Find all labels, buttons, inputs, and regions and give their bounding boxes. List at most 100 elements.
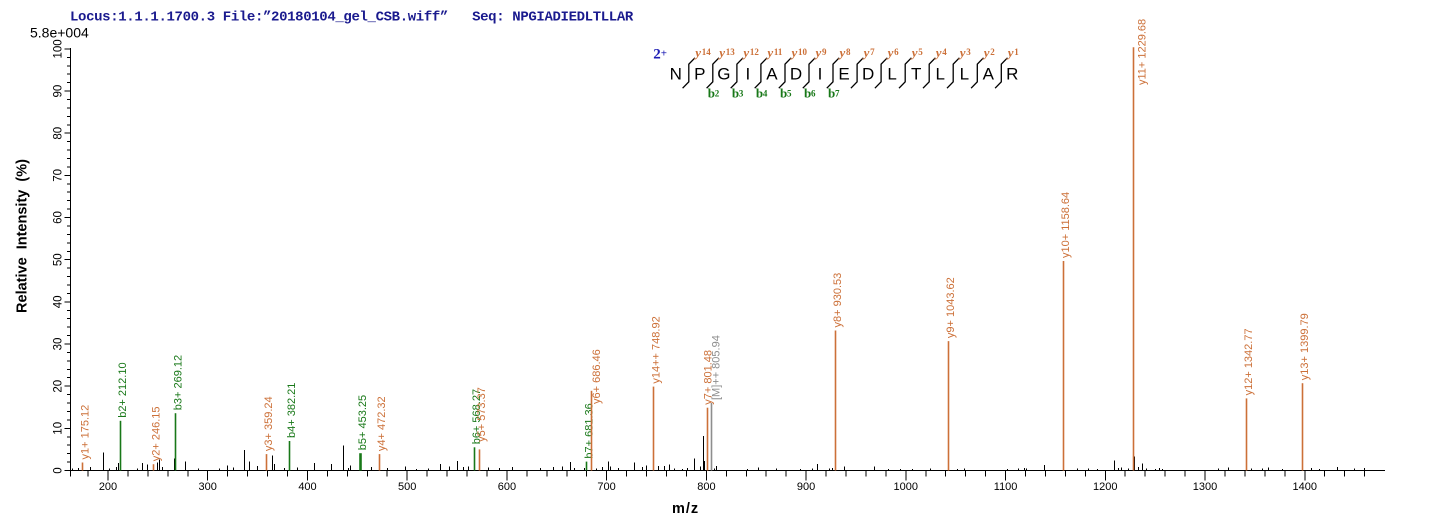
svg-text:4: 4 xyxy=(763,89,768,99)
svg-text:b3+ 269.12: b3+ 269.12 xyxy=(172,355,184,410)
svg-text:3: 3 xyxy=(966,47,971,57)
svg-text:y8+ 930.53: y8+ 930.53 xyxy=(832,273,844,328)
svg-text:5: 5 xyxy=(787,89,792,99)
svg-text:50: 50 xyxy=(53,253,65,266)
svg-text:9: 9 xyxy=(822,47,827,57)
svg-text:b: b xyxy=(732,86,739,101)
svg-text:y: y xyxy=(790,45,798,60)
svg-text:y13+ 1399.79: y13+ 1399.79 xyxy=(1299,313,1311,380)
svg-text:Relative Intensity (%): Relative Intensity (%) xyxy=(15,159,31,313)
svg-text:b2+ 212.10: b2+ 212.10 xyxy=(117,362,129,417)
svg-text:500: 500 xyxy=(398,481,416,493)
svg-text:Locus:1.1.1.1700.3 File:”20180: Locus:1.1.1.1700.3 File:”20180104_gel_CS… xyxy=(70,10,634,26)
svg-text:b4+ 382.21: b4+ 382.21 xyxy=(286,383,298,438)
svg-text:7: 7 xyxy=(870,47,875,57)
svg-text:y7+ 801.48: y7+ 801.48 xyxy=(702,350,714,405)
svg-text:b6+ 568.27: b6+ 568.27 xyxy=(471,389,483,444)
svg-text:D: D xyxy=(862,65,874,84)
svg-text:R: R xyxy=(1006,65,1018,84)
svg-text:600: 600 xyxy=(498,481,516,493)
svg-text:b: b xyxy=(756,86,763,101)
svg-text:y: y xyxy=(958,45,966,60)
svg-text:y: y xyxy=(693,45,701,60)
svg-text:y2+ 246.15: y2+ 246.15 xyxy=(150,406,162,461)
svg-text:D: D xyxy=(790,65,802,84)
svg-text:10: 10 xyxy=(53,422,65,435)
svg-text:y: y xyxy=(1006,45,1014,60)
svg-text:y4+ 472.32: y4+ 472.32 xyxy=(376,396,388,451)
svg-text:y14++ 748.92: y14++ 748.92 xyxy=(650,316,662,383)
svg-text:y10+ 1158.64: y10+ 1158.64 xyxy=(1060,192,1072,258)
svg-text:1: 1 xyxy=(1014,47,1019,57)
svg-text:y: y xyxy=(717,45,725,60)
svg-text:20: 20 xyxy=(53,380,65,393)
svg-text:100: 100 xyxy=(53,39,65,58)
svg-text:10: 10 xyxy=(798,47,808,57)
svg-text:y1+ 175.12: y1+ 175.12 xyxy=(79,405,91,460)
svg-text:1200: 1200 xyxy=(1093,481,1117,493)
svg-text:5: 5 xyxy=(918,47,923,57)
svg-text:40: 40 xyxy=(53,296,65,309)
svg-text:E: E xyxy=(838,65,849,84)
svg-text:1000: 1000 xyxy=(894,481,918,493)
svg-text:y: y xyxy=(934,45,942,60)
svg-text:80: 80 xyxy=(53,127,65,140)
svg-text:400: 400 xyxy=(298,481,316,493)
svg-text:6: 6 xyxy=(894,47,899,57)
svg-text:L: L xyxy=(887,65,896,84)
svg-text:y: y xyxy=(886,45,894,60)
svg-text:b: b xyxy=(708,86,715,101)
svg-text:5.8e+004: 5.8e+004 xyxy=(30,25,89,41)
svg-text:[M]++ 805.94: [M]++ 805.94 xyxy=(710,335,722,400)
svg-text:y: y xyxy=(838,45,846,60)
svg-text:y12+ 1342.77: y12+ 1342.77 xyxy=(1243,328,1255,395)
svg-text:700: 700 xyxy=(597,481,615,493)
svg-text:y6+ 686.46: y6+ 686.46 xyxy=(591,349,603,404)
svg-text:2: 2 xyxy=(653,47,661,63)
svg-text:L: L xyxy=(935,65,944,84)
svg-text:T: T xyxy=(911,65,921,84)
svg-text:b5+ 453.25: b5+ 453.25 xyxy=(357,395,369,450)
svg-text:y11+ 1229.68: y11+ 1229.68 xyxy=(1137,19,1149,85)
svg-text:900: 900 xyxy=(797,481,815,493)
svg-text:800: 800 xyxy=(697,481,715,493)
svg-text:y9+ 1043.62: y9+ 1043.62 xyxy=(945,277,957,338)
svg-text:N: N xyxy=(670,65,682,84)
svg-text:A: A xyxy=(983,65,995,84)
svg-text:8: 8 xyxy=(846,47,851,57)
svg-text:6: 6 xyxy=(811,89,816,99)
svg-text:y: y xyxy=(814,45,822,60)
svg-text:b7+ 681.36: b7+ 681.36 xyxy=(583,403,595,458)
svg-text:3: 3 xyxy=(739,89,744,99)
svg-text:m/z: m/z xyxy=(672,501,699,517)
svg-text:b: b xyxy=(804,86,811,101)
svg-text:13: 13 xyxy=(726,47,736,57)
svg-text:30: 30 xyxy=(53,338,65,351)
svg-text:I: I xyxy=(818,65,823,84)
svg-text:y5+ 573.37: y5+ 573.37 xyxy=(476,387,488,442)
svg-text:y3+ 359.24: y3+ 359.24 xyxy=(263,396,275,451)
svg-text:7: 7 xyxy=(835,89,840,99)
svg-text:I: I xyxy=(746,65,751,84)
svg-text:y: y xyxy=(765,45,773,60)
svg-text:14: 14 xyxy=(702,47,712,57)
svg-text:2: 2 xyxy=(990,47,995,57)
svg-text:b: b xyxy=(828,86,835,101)
svg-text:P: P xyxy=(694,65,705,84)
svg-text:y: y xyxy=(910,45,918,60)
svg-text:90: 90 xyxy=(53,85,65,98)
svg-text:60: 60 xyxy=(53,211,65,224)
svg-text:+: + xyxy=(661,47,667,59)
svg-text:12: 12 xyxy=(750,47,760,57)
svg-text:y: y xyxy=(862,45,870,60)
svg-text:4: 4 xyxy=(942,47,947,57)
svg-text:A: A xyxy=(766,65,778,84)
svg-text:1400: 1400 xyxy=(1293,481,1317,493)
svg-text:0: 0 xyxy=(53,467,65,473)
svg-text:1300: 1300 xyxy=(1193,481,1217,493)
svg-text:200: 200 xyxy=(99,481,117,493)
svg-text:y: y xyxy=(741,45,749,60)
svg-text:L: L xyxy=(960,65,969,84)
svg-text:b: b xyxy=(780,86,787,101)
svg-text:300: 300 xyxy=(199,481,217,493)
